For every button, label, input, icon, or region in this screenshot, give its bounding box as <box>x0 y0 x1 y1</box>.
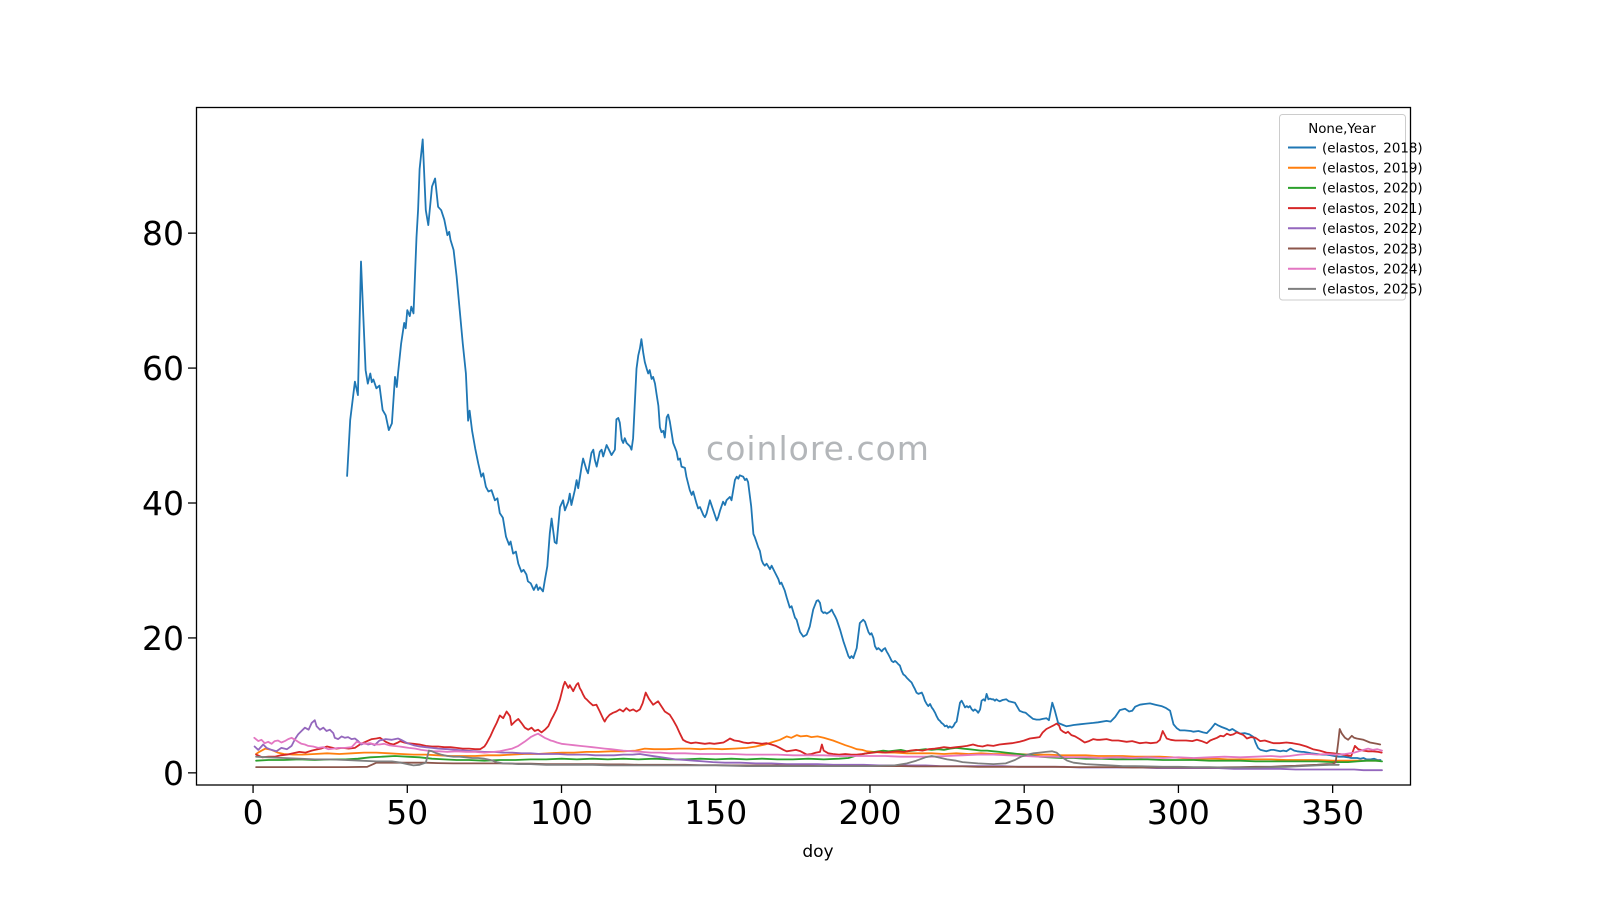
series-line-elastos-2018 <box>346 138 1382 761</box>
watermark-text: coinlore.com <box>706 429 930 468</box>
legend-box <box>1279 114 1406 301</box>
legend-item: (elastos, 2018) <box>1288 141 1423 156</box>
legend-item: (elastos, 2019) <box>1288 162 1423 177</box>
x-tick-label: 0 <box>243 793 264 832</box>
y-tick-label: 0 <box>163 754 184 793</box>
series-line-elastos-2023 <box>255 728 1382 769</box>
plot-frame <box>195 106 1412 786</box>
series-line-elastos-2025 <box>255 749 1340 769</box>
legend-item: (elastos, 2025) <box>1288 283 1423 298</box>
x-tick-label: 200 <box>838 793 901 832</box>
y-tick-label: 40 <box>142 484 184 523</box>
legend: None,Year (elastos, 2018) (elastos, 2019)… <box>1279 114 1423 301</box>
legend-item-label: (elastos, 2020) <box>1322 182 1423 197</box>
legend-item-label: (elastos, 2021) <box>1322 202 1423 217</box>
series-line-elastos-2021 <box>255 680 1383 759</box>
y-tick-label: 80 <box>142 214 184 253</box>
legend-item-label: (elastos, 2018) <box>1322 141 1423 156</box>
x-tick-label: 50 <box>386 793 428 832</box>
legend-item: (elastos, 2021) <box>1288 202 1423 217</box>
legend-item: (elastos, 2023) <box>1288 242 1423 257</box>
y-axis-ticks: 0 20 40 60 80 <box>142 214 196 793</box>
x-tick-label: 350 <box>1301 793 1364 832</box>
series-layer <box>253 138 1383 772</box>
legend-item: (elastos, 2022) <box>1288 222 1423 237</box>
x-axis-label: doy <box>802 842 833 862</box>
legend-title: None,Year <box>1308 122 1376 137</box>
y-tick-label: 60 <box>142 349 184 388</box>
series-line-elastos-2020 <box>255 747 1383 763</box>
legend-item-label: (elastos, 2022) <box>1322 222 1423 237</box>
x-tick-label: 250 <box>993 793 1056 832</box>
legend-item: (elastos, 2020) <box>1288 182 1423 197</box>
y-tick-label: 20 <box>142 619 184 658</box>
legend-item-label: (elastos, 2024) <box>1322 263 1423 278</box>
legend-items: (elastos, 2018) (elastos, 2019) (elastos, … <box>1288 141 1423 298</box>
x-axis-ticks: 0 50 100 150 200 250 300 350 <box>243 785 1364 832</box>
x-tick-label: 300 <box>1147 793 1210 832</box>
legend-item-label: (elastos, 2023) <box>1322 242 1423 257</box>
legend-item-label: (elastos, 2019) <box>1322 162 1423 177</box>
series-line-elastos-2024 <box>253 732 1383 759</box>
legend-item-label: (elastos, 2025) <box>1322 283 1423 298</box>
x-tick-label: 150 <box>684 793 747 832</box>
legend-item: (elastos, 2024) <box>1288 263 1423 278</box>
x-tick-label: 100 <box>530 793 593 832</box>
